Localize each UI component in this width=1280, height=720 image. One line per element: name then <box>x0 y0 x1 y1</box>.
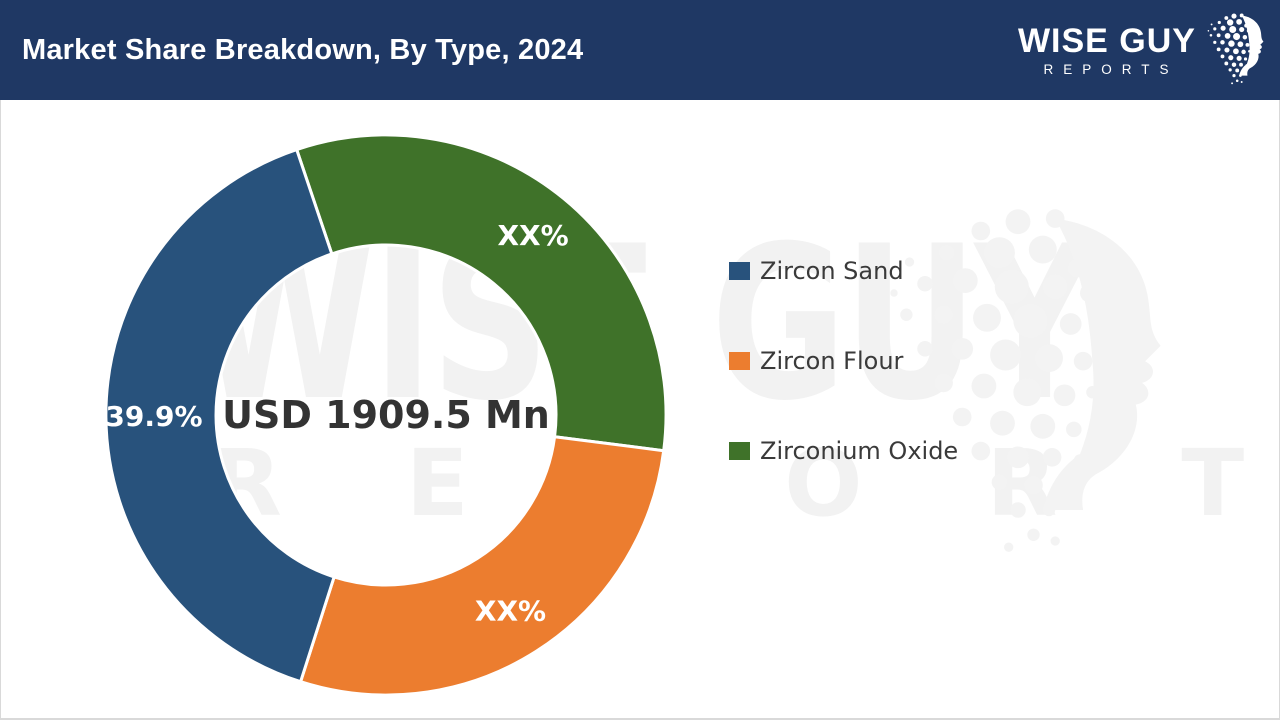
donut-center-label: USD 1909.5 Mn <box>222 393 550 437</box>
header: Market Share Breakdown, By Type, 2024 WI… <box>0 0 1280 100</box>
legend-item: Zircon Sand <box>729 254 958 288</box>
pie-slice-zirconium-oxide <box>295 133 668 453</box>
logo-text: WISE GUY REPORTS <box>1018 24 1196 77</box>
legend-item: Zirconium Oxide <box>729 434 958 468</box>
chart-legend: Zircon Sand Zircon Flour Zirconium Oxide <box>729 254 958 524</box>
page-title: Market Share Breakdown, By Type, 2024 <box>22 33 584 66</box>
pie-slice-zircon-sand <box>104 148 336 684</box>
slice-label: XX% <box>497 219 568 252</box>
logo-subtitle: REPORTS <box>1043 61 1179 77</box>
pie-slice-zircon-flour <box>299 435 666 697</box>
logo-wordmark: WISE GUY <box>1017 21 1196 60</box>
legend-item: Zircon Flour <box>729 344 958 378</box>
legend-swatch <box>729 442 750 460</box>
legend-swatch <box>729 262 750 280</box>
slice-label: XX% <box>475 594 546 627</box>
legend-label: Zirconium Oxide <box>760 436 959 465</box>
legend-label: Zircon Sand <box>760 256 904 285</box>
donut-chart: XX% XX% 39.9% USD 1909.5 Mn <box>104 133 668 697</box>
chart-area: WISE GUY R E P O R T S XX%XX%39.9%USD 19… <box>0 100 1280 720</box>
wise-guy-logo: WISE GUY REPORTS <box>1018 11 1266 89</box>
legend-label: Zircon Flour <box>760 346 904 375</box>
logo-face-icon <box>1207 13 1264 85</box>
slice-label: 39.9% <box>105 400 202 433</box>
legend-swatch <box>729 352 750 370</box>
